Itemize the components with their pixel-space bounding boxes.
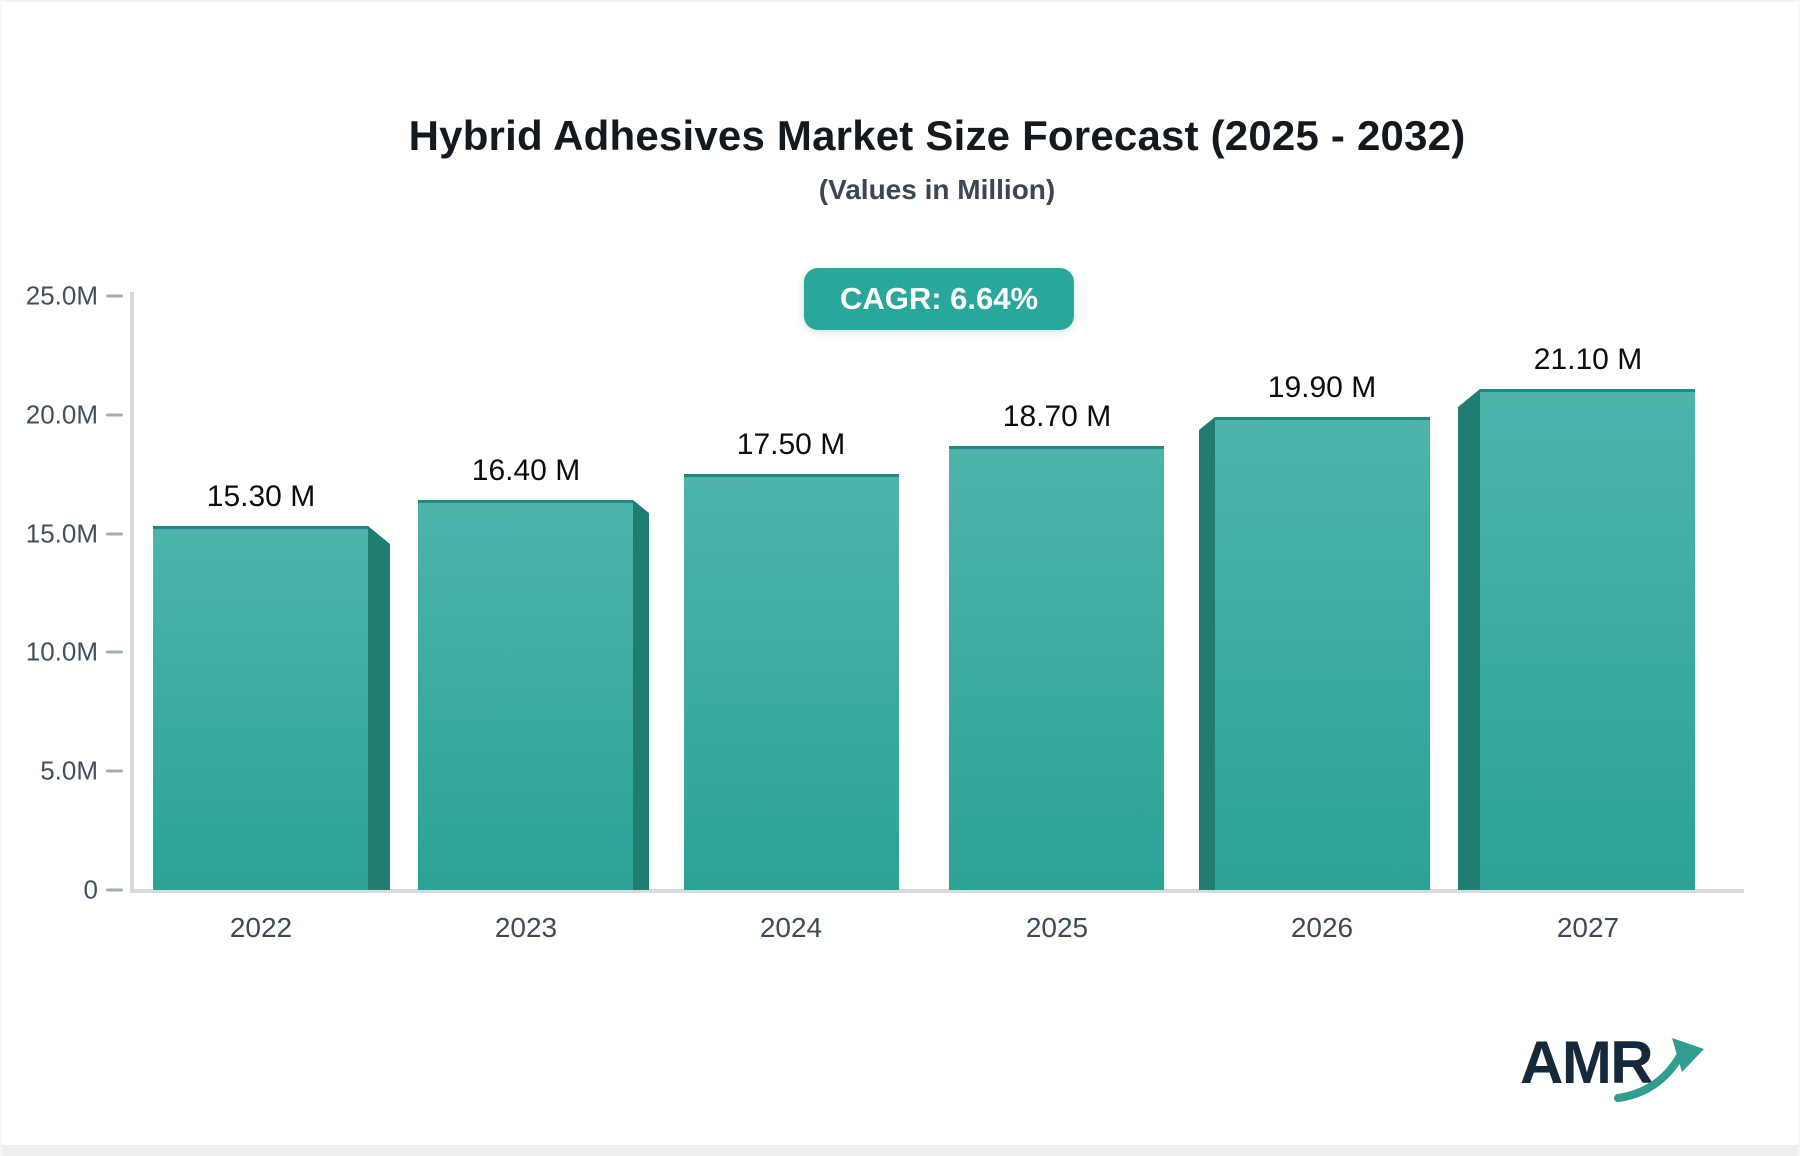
cagr-badge: CAGR: 6.64% — [803, 268, 1075, 330]
bar-value-label: 21.10 M — [1533, 343, 1643, 376]
bottom-edge-strip — [2, 1145, 1798, 1156]
bar-2023 — [418, 500, 633, 890]
bar-2025 — [949, 446, 1164, 890]
y-axis-tick-label: 15.0M — [25, 518, 98, 549]
x-axis-label: 2027 — [1556, 912, 1620, 943]
y-axis-line — [130, 292, 134, 893]
x-axis-label: 2026 — [1290, 912, 1354, 943]
bar-2022 — [153, 526, 368, 890]
bar-value-label: 17.50 M — [736, 428, 846, 461]
logo-text: AMR — [1520, 1029, 1654, 1096]
x-axis-label: 2024 — [759, 912, 823, 943]
y-axis-tick-label: 5.0M — [40, 755, 98, 786]
x-axis-label: 2025 — [1025, 912, 1089, 943]
bar-value-label: 19.90 M — [1267, 371, 1377, 404]
chart-title: Hybrid Adhesives Market Size Forecast (2… — [408, 112, 1466, 159]
y-axis-tick-mark — [106, 532, 123, 536]
x-axis-line — [130, 889, 1744, 893]
y-axis-tick-mark — [106, 769, 123, 773]
bar-side-face — [633, 500, 649, 890]
y-axis-tick-mark — [106, 294, 123, 298]
y-axis-tick-label: 25.0M — [25, 280, 98, 311]
growth-arrow-icon — [1614, 1038, 1704, 1102]
y-axis-tick-label: 20.0M — [25, 399, 98, 430]
y-axis-tick-label: 10.0M — [25, 636, 98, 667]
bar-side-face — [1458, 389, 1480, 890]
y-axis-tick-label: 0 — [83, 874, 98, 905]
bar-value-label: 18.70 M — [1002, 400, 1112, 433]
bar-2026 — [1215, 417, 1430, 890]
chart-subtitle: (Values in Million) — [818, 174, 1056, 205]
bar-2027 — [1480, 389, 1695, 890]
bar-value-label: 16.40 M — [471, 454, 581, 487]
x-axis-label: 2022 — [229, 912, 293, 943]
x-axis-label: 2023 — [494, 912, 558, 943]
bar-side-face — [368, 526, 390, 890]
bar-2024 — [684, 474, 899, 890]
y-axis-tick-mark — [106, 413, 123, 417]
y-axis-tick-mark — [106, 888, 123, 892]
bar-side-face — [1199, 417, 1215, 890]
y-axis-tick-mark — [106, 650, 123, 654]
bar-value-label: 15.30 M — [206, 480, 316, 513]
